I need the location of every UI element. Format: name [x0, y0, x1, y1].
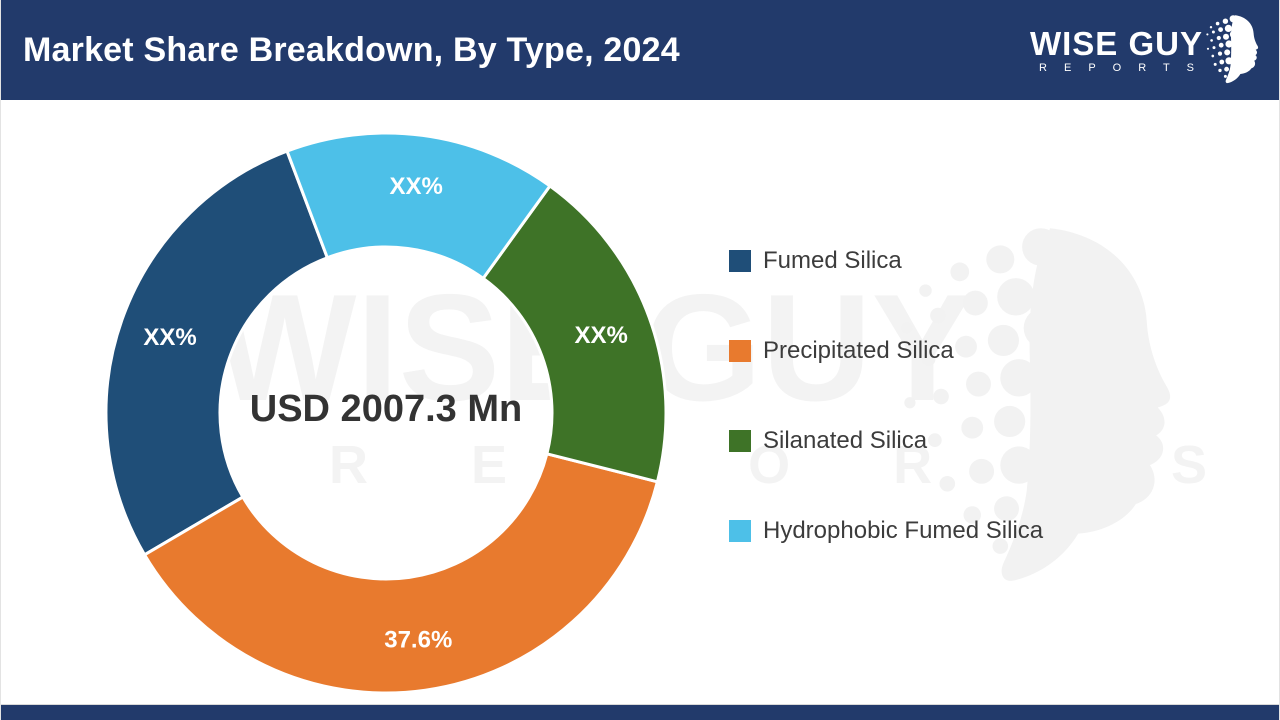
legend-label: Hydrophobic Fumed Silica: [763, 517, 1044, 544]
legend-label: Fumed Silica: [763, 247, 902, 274]
donut-center-value: USD 2007.3 Mn: [249, 388, 523, 430]
donut-segment-precipitated-silica: [143, 452, 659, 695]
chart-area: WISE GUY R E P O R T S XX% 37.6% XX% XX% US…: [1, 100, 1279, 705]
page-title: Market Share Breakdown, By Type, 2024: [23, 30, 680, 69]
legend-label: Silanated Silica: [763, 427, 928, 454]
slice-value-label: XX%: [389, 173, 442, 200]
logo-face-icon: [1206, 15, 1259, 84]
logo-wordmark: WISE GUY: [1029, 24, 1203, 62]
legend-swatch: [729, 340, 751, 362]
legend-swatch: [729, 520, 751, 542]
legend-swatch: [729, 430, 751, 452]
logo-subtitle: R E P O R T S: [1039, 61, 1201, 74]
legend: Fumed Silica Precipitated Silica Silanated…: [729, 247, 1044, 608]
legend-item-precipitated-silica: Precipitated Silica: [729, 337, 1043, 364]
donut-segment-hydrophobic-fumed-silica: [285, 131, 552, 280]
legend-swatch: [729, 250, 751, 272]
donut-segment-fumed-silica: [104, 149, 329, 557]
slice-value-label: 37.6%: [384, 627, 452, 654]
legend-label: Precipitated Silica: [763, 337, 954, 364]
donut-chart: XX% 37.6% XX% XX%: [104, 131, 668, 695]
slice-value-label: XX%: [575, 322, 628, 349]
donut-segment-silanated-silica: [481, 184, 668, 484]
header-bar: Market Share Breakdown, By Type, 2024 WI…: [1, 0, 1279, 100]
wise-guy-logo: WISE GUY R E P O R T S: [1030, 14, 1259, 86]
slice-value-label: XX%: [143, 324, 196, 351]
legend-item-hydrophobic-fumed-silica: Hydrophobic Fumed Silica: [729, 517, 1044, 544]
legend-item-silanated-silica: Silanated Silica: [729, 427, 1043, 454]
legend-item-fumed-silica: Fumed Silica: [729, 247, 1043, 274]
logo-text: WISE GUY R E P O R T S: [1030, 27, 1203, 74]
footer-divider: [1, 704, 1279, 705]
footer-bar: [1, 705, 1279, 720]
